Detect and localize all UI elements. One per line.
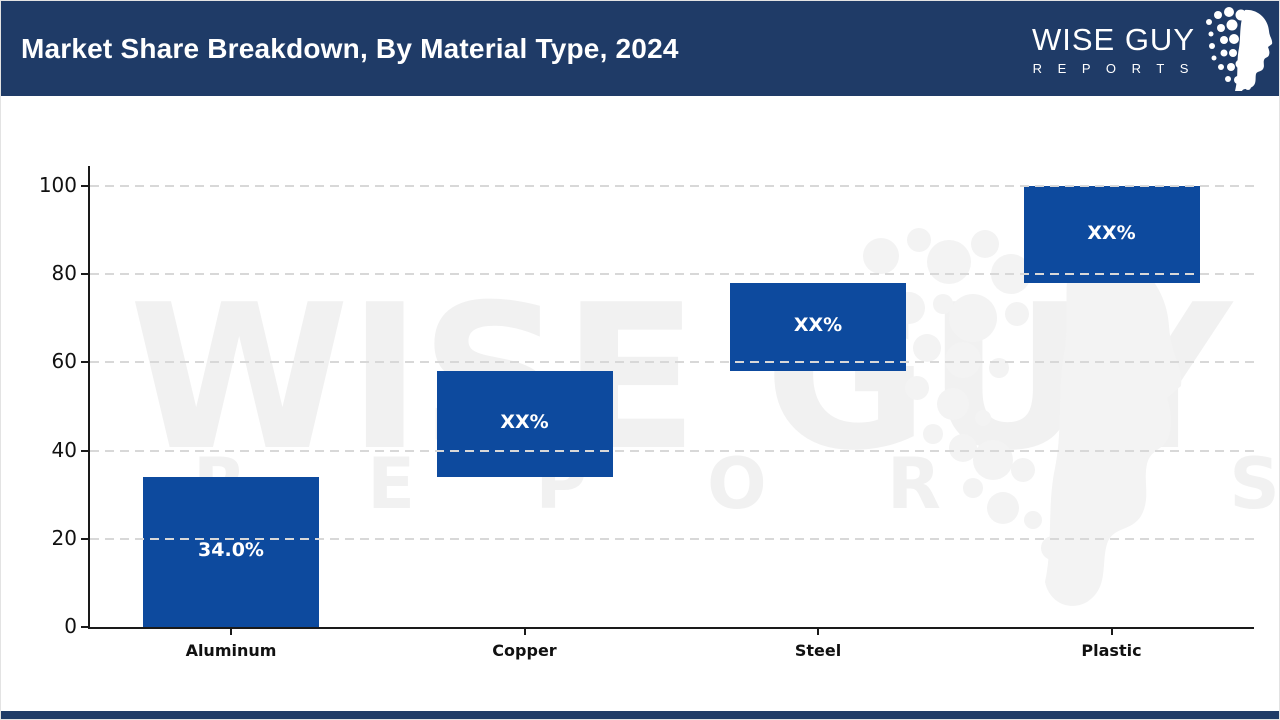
logo-head-icon (1206, 7, 1273, 92)
y-tick-40 (81, 449, 89, 452)
x-tick-label-aluminum: Aluminum (185, 641, 277, 660)
bar-label-plastic: XX% (1087, 221, 1136, 244)
y-axis-line (88, 166, 90, 629)
x-tick-steel (817, 628, 819, 635)
gridline-40 (90, 449, 1254, 452)
logo-tagline: R E P O R T S (1032, 61, 1195, 76)
y-tick-0 (81, 626, 89, 628)
x-axis-line (88, 627, 1254, 629)
y-tick-100 (81, 185, 89, 187)
bar-steel (730, 283, 906, 372)
bar-aluminum (143, 477, 319, 627)
x-tick-plastic (1110, 628, 1113, 635)
y-tick-20 (81, 537, 89, 540)
gridline-100 (90, 185, 1254, 187)
y-tick-label-0: 0 (64, 614, 77, 638)
y-tick-label-60: 60 (51, 349, 77, 374)
y-tick-label-20: 20 (51, 525, 77, 550)
gridline-60 (90, 361, 1254, 364)
wise-guy-reports-logo: WISE GUY R E P O R T S (1032, 5, 1273, 93)
x-tick-copper (523, 628, 526, 635)
bar-label-steel: XX% (793, 314, 843, 337)
header-bar: Market Share Breakdown, By Material Type… (1, 1, 1279, 96)
bar-label-aluminum: 34.0% (198, 539, 264, 562)
watermark-head-icon (863, 228, 1182, 606)
gridline-80 (90, 273, 1254, 276)
bar-copper (436, 371, 613, 478)
gridline-20 (90, 537, 1254, 540)
watermark-wise-guy: WISE GUY (129, 262, 1232, 495)
x-tick-label-copper: Copper (492, 641, 557, 660)
footer-bar (1, 711, 1279, 719)
bar-label-copper: XX% (500, 411, 549, 434)
x-tick-label-plastic: Plastic (1081, 641, 1142, 660)
y-tick-label-100: 100 (38, 173, 77, 197)
x-tick-aluminum (230, 628, 232, 635)
bar-plastic (1023, 186, 1200, 284)
y-tick-label-80: 80 (51, 261, 77, 286)
y-tick-60 (81, 361, 89, 364)
y-tick-label-40: 40 (51, 437, 77, 462)
logo-name: WISE GUY (1031, 22, 1195, 57)
y-tick-80 (81, 273, 89, 276)
x-tick-label-steel: Steel (794, 641, 842, 660)
page-title: Market Share Breakdown, By Material Type… (21, 32, 679, 64)
